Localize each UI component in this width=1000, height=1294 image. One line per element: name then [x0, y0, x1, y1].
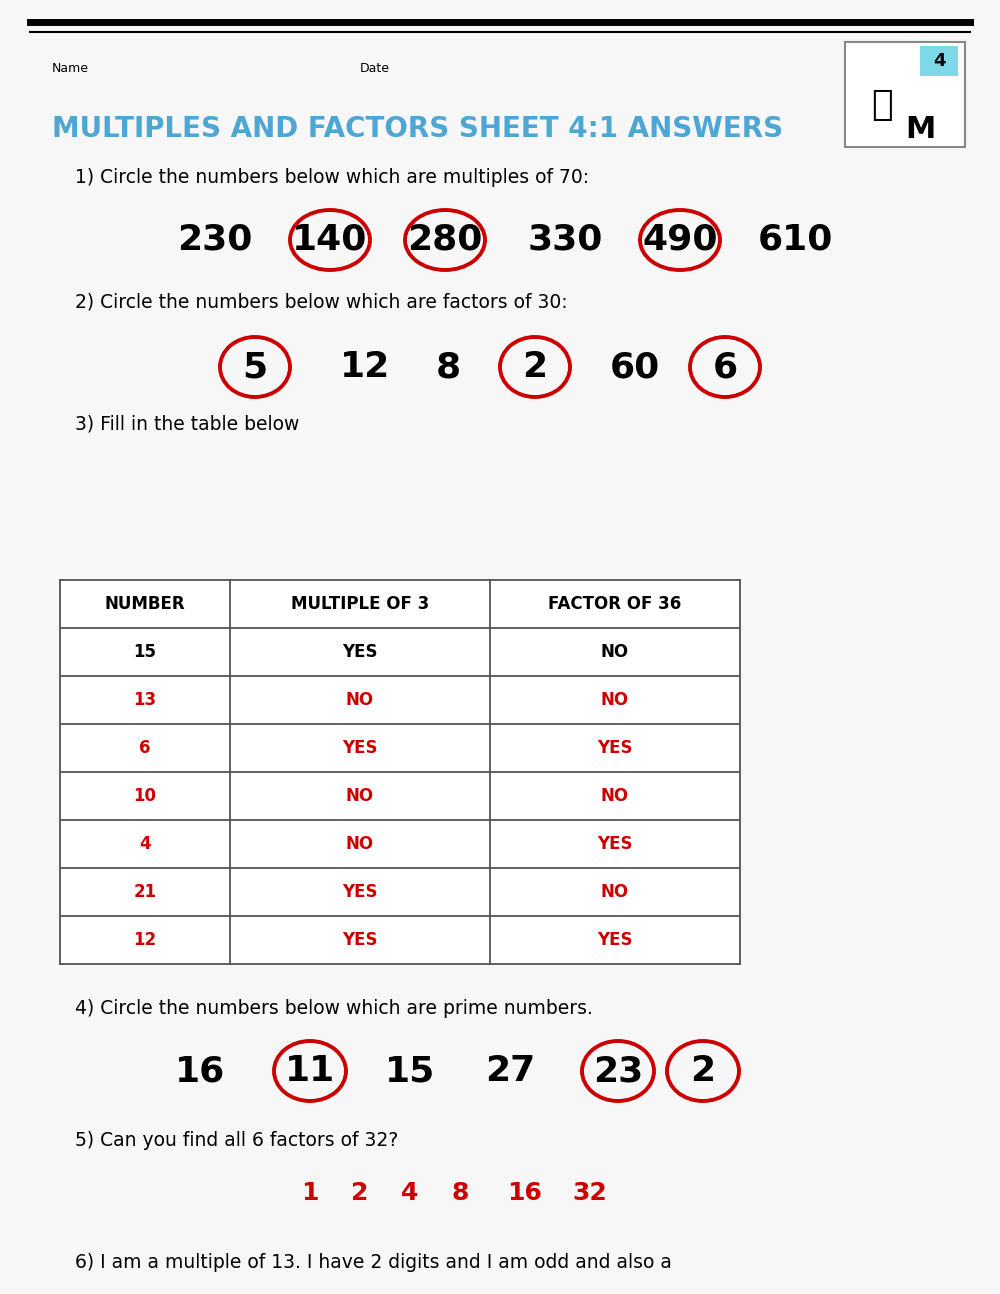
Text: NO: NO — [346, 835, 374, 853]
Text: NO: NO — [346, 787, 374, 805]
Text: 8: 8 — [451, 1181, 469, 1205]
Text: 2) Circle the numbers below which are factors of 30:: 2) Circle the numbers below which are fa… — [75, 292, 568, 312]
Text: NUMBER: NUMBER — [105, 595, 185, 613]
Text: 230: 230 — [177, 223, 253, 258]
Text: 12: 12 — [340, 349, 390, 384]
Text: NO: NO — [601, 643, 629, 661]
Text: 1: 1 — [301, 1181, 319, 1205]
Text: 6: 6 — [139, 739, 151, 757]
Text: Date: Date — [360, 62, 390, 75]
Text: 10: 10 — [134, 787, 156, 805]
Text: 15: 15 — [385, 1055, 435, 1088]
Bar — [920, 47, 958, 76]
Text: 60: 60 — [610, 349, 660, 384]
Text: YES: YES — [597, 835, 633, 853]
Text: 4) Circle the numbers below which are prime numbers.: 4) Circle the numbers below which are pr… — [75, 999, 593, 1018]
Text: 12: 12 — [133, 930, 157, 949]
Text: YES: YES — [342, 739, 378, 757]
Text: 21: 21 — [133, 883, 157, 901]
Text: 4: 4 — [139, 835, 151, 853]
Text: Name: Name — [52, 62, 89, 75]
Text: YES: YES — [342, 930, 378, 949]
Text: 6: 6 — [712, 349, 738, 384]
Text: 5: 5 — [242, 349, 268, 384]
Text: 27: 27 — [485, 1055, 535, 1088]
Text: MULTIPLES AND FACTORS SHEET 4:1 ANSWERS: MULTIPLES AND FACTORS SHEET 4:1 ANSWERS — [52, 115, 783, 144]
Text: 5) Can you find all 6 factors of 32?: 5) Can you find all 6 factors of 32? — [75, 1131, 398, 1150]
Text: MULTIPLE OF 3: MULTIPLE OF 3 — [291, 595, 429, 613]
Text: M: M — [905, 115, 935, 145]
Bar — [845, 41, 965, 148]
Text: 8: 8 — [435, 349, 461, 384]
Text: YES: YES — [597, 930, 633, 949]
Text: 4: 4 — [933, 52, 945, 70]
Text: 16: 16 — [175, 1055, 225, 1088]
Text: YES: YES — [597, 739, 633, 757]
Text: FACTOR OF 36: FACTOR OF 36 — [548, 595, 682, 613]
Text: 23: 23 — [593, 1055, 643, 1088]
Text: YES: YES — [342, 643, 378, 661]
Text: 2: 2 — [522, 349, 548, 384]
Text: NO: NO — [346, 691, 374, 709]
Text: YES: YES — [342, 883, 378, 901]
Text: 140: 140 — [292, 223, 368, 258]
Text: NO: NO — [601, 691, 629, 709]
Text: 16: 16 — [508, 1181, 542, 1205]
Text: 330: 330 — [527, 223, 603, 258]
Bar — [60, 580, 740, 964]
Text: 🦁: 🦁 — [871, 88, 893, 122]
Text: 13: 13 — [133, 691, 157, 709]
Text: 610: 610 — [757, 223, 833, 258]
Text: 280: 280 — [407, 223, 483, 258]
Text: NO: NO — [601, 787, 629, 805]
Text: 32: 32 — [573, 1181, 607, 1205]
Text: 15: 15 — [134, 643, 156, 661]
Text: 3) Fill in the table below: 3) Fill in the table below — [75, 415, 299, 433]
Text: NO: NO — [601, 883, 629, 901]
Text: 6) I am a multiple of 13. I have 2 digits and I am odd and also a: 6) I am a multiple of 13. I have 2 digit… — [75, 1253, 672, 1272]
Text: 490: 490 — [642, 223, 718, 258]
Text: 2: 2 — [351, 1181, 369, 1205]
Text: 4: 4 — [401, 1181, 419, 1205]
Text: 1) Circle the numbers below which are multiples of 70:: 1) Circle the numbers below which are mu… — [75, 168, 589, 188]
Text: 11: 11 — [285, 1055, 335, 1088]
Text: 2: 2 — [690, 1055, 716, 1088]
